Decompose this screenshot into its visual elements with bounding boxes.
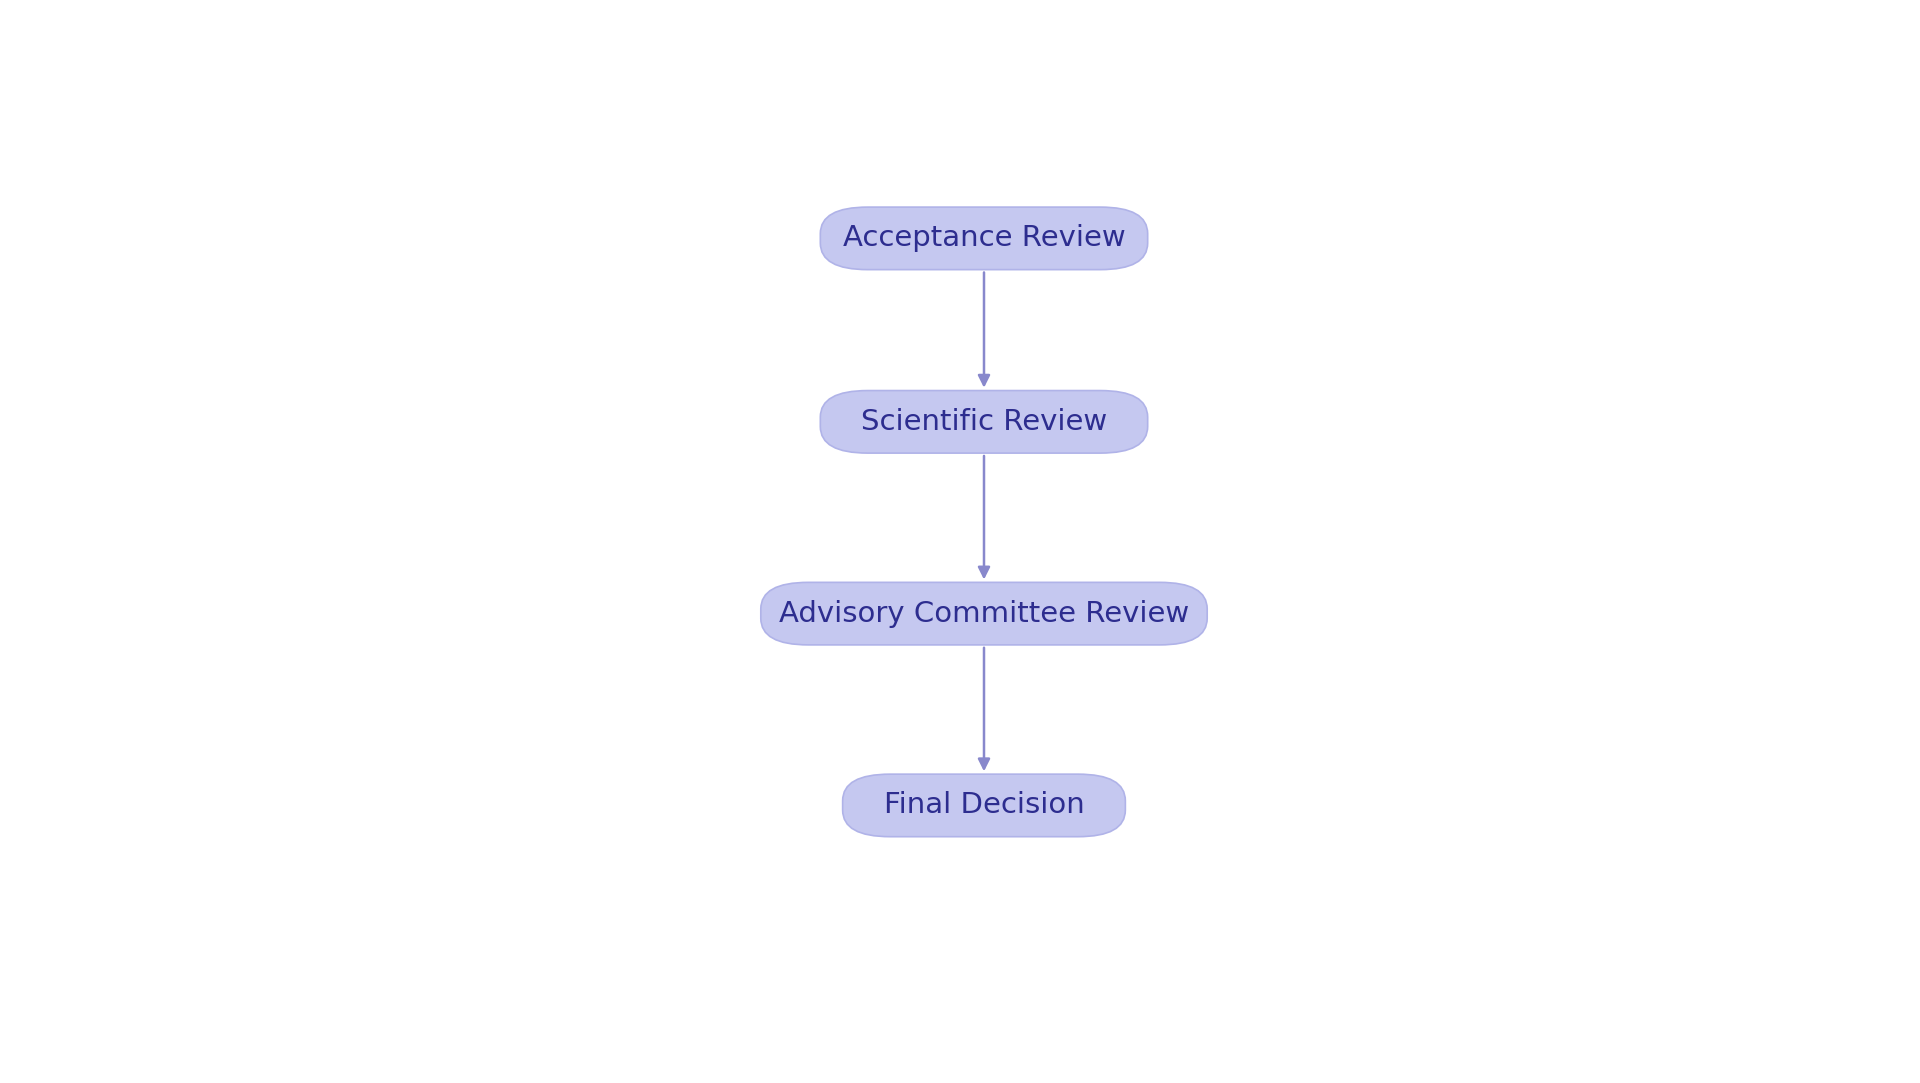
Text: Final Decision: Final Decision: [883, 792, 1085, 820]
FancyBboxPatch shape: [760, 583, 1208, 644]
FancyBboxPatch shape: [820, 207, 1148, 270]
Text: Advisory Committee Review: Advisory Committee Review: [780, 600, 1188, 628]
FancyBboxPatch shape: [843, 774, 1125, 837]
FancyBboxPatch shape: [820, 391, 1148, 453]
Text: Scientific Review: Scientific Review: [860, 408, 1108, 435]
Text: Acceptance Review: Acceptance Review: [843, 224, 1125, 252]
